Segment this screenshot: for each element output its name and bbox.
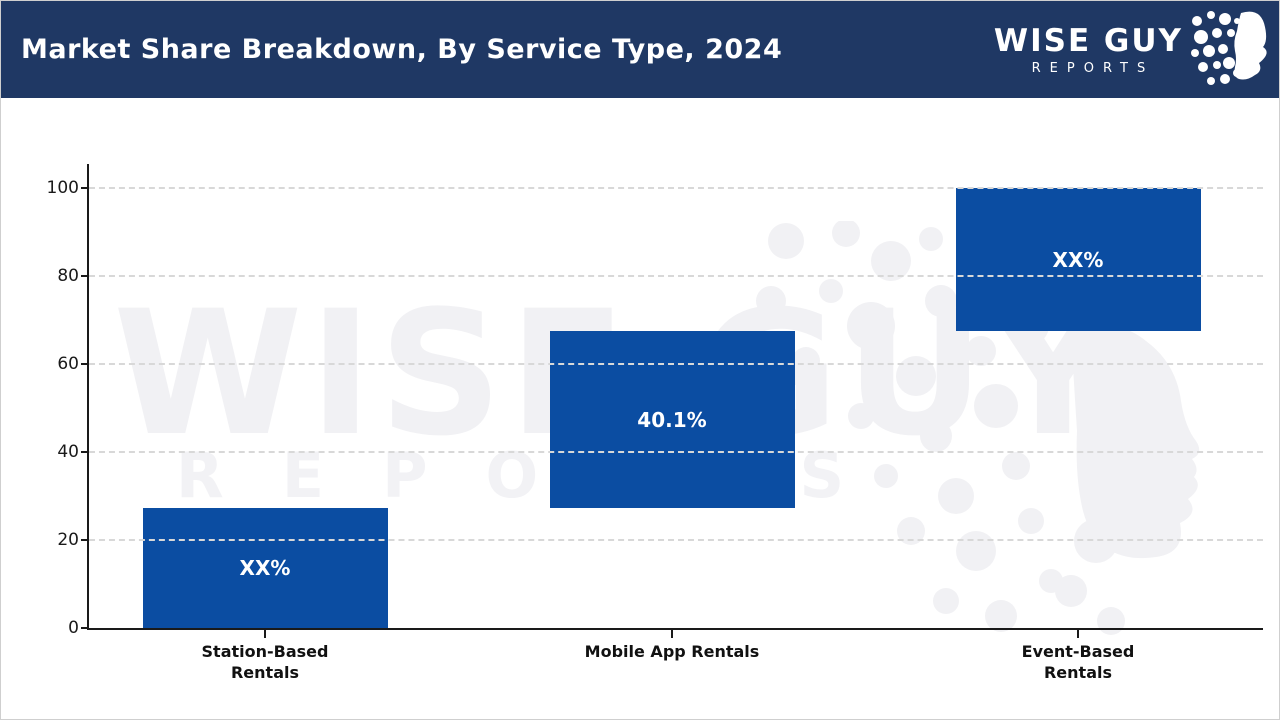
wiseguy-face-watermark-icon: [741, 221, 1200, 635]
gridline-40: [89, 451, 1263, 453]
x-category-label-line: Station-Based: [201, 642, 329, 661]
bar-segment[interactable]: [142, 507, 388, 628]
bar-segment[interactable]: [955, 188, 1201, 332]
logo-sub-text: REPORTS: [1031, 61, 1155, 76]
x-axis-spine: [87, 628, 1263, 630]
y-tick-mark: [81, 627, 89, 629]
x-category-label-line: Event-Based: [1021, 642, 1135, 661]
gridline-20: [89, 539, 1263, 541]
gridline-80: [89, 275, 1263, 277]
header-bar: Market Share Breakdown, By Service Type,…: [1, 1, 1279, 98]
wiseguy-face-logo-icon: [1191, 11, 1267, 85]
x-tick-mark: [671, 630, 673, 638]
y-tick-mark: [81, 451, 89, 453]
y-tick-mark: [81, 539, 89, 541]
y-tick-label: 100: [46, 178, 79, 198]
wiseguy-logo: WISE GUY REPORTS: [994, 7, 1269, 93]
wiseguy-logo-text: WISE GUY REPORTS: [994, 24, 1183, 76]
x-category-label-line: Rentals: [230, 663, 299, 682]
y-tick-label: 20: [57, 530, 79, 550]
y-tick-label: 80: [57, 266, 79, 286]
page-title: Market Share Breakdown, By Service Type,…: [21, 34, 783, 65]
y-axis-spine: [87, 164, 89, 630]
x-category-label: Mobile App Rentals: [492, 641, 852, 662]
x-category-label: Station-Based Rentals: [85, 641, 445, 683]
y-tick-label: 0: [68, 618, 79, 638]
bar-segment[interactable]: [549, 331, 795, 508]
y-tick-label: 60: [57, 354, 79, 374]
x-tick-mark: [1077, 630, 1079, 638]
x-category-label-line: Mobile App Rentals: [584, 642, 760, 661]
gridline-100: [89, 187, 1263, 189]
y-tick-mark: [81, 363, 89, 365]
x-category-label-line: Rentals: [1043, 663, 1112, 682]
y-tick-mark: [81, 275, 89, 277]
y-tick-mark: [81, 187, 89, 189]
bar-value-label: XX%: [1052, 247, 1104, 272]
y-tick-label: 40: [57, 442, 79, 462]
x-tick-mark: [264, 630, 266, 638]
x-category-label: Event-Based Rentals: [898, 641, 1258, 683]
bar-value-label: XX%: [239, 555, 291, 580]
gridline-60: [89, 363, 1263, 365]
bar-value-label: 40.1%: [637, 407, 707, 432]
logo-brand-text: WISE GUY: [993, 23, 1183, 59]
